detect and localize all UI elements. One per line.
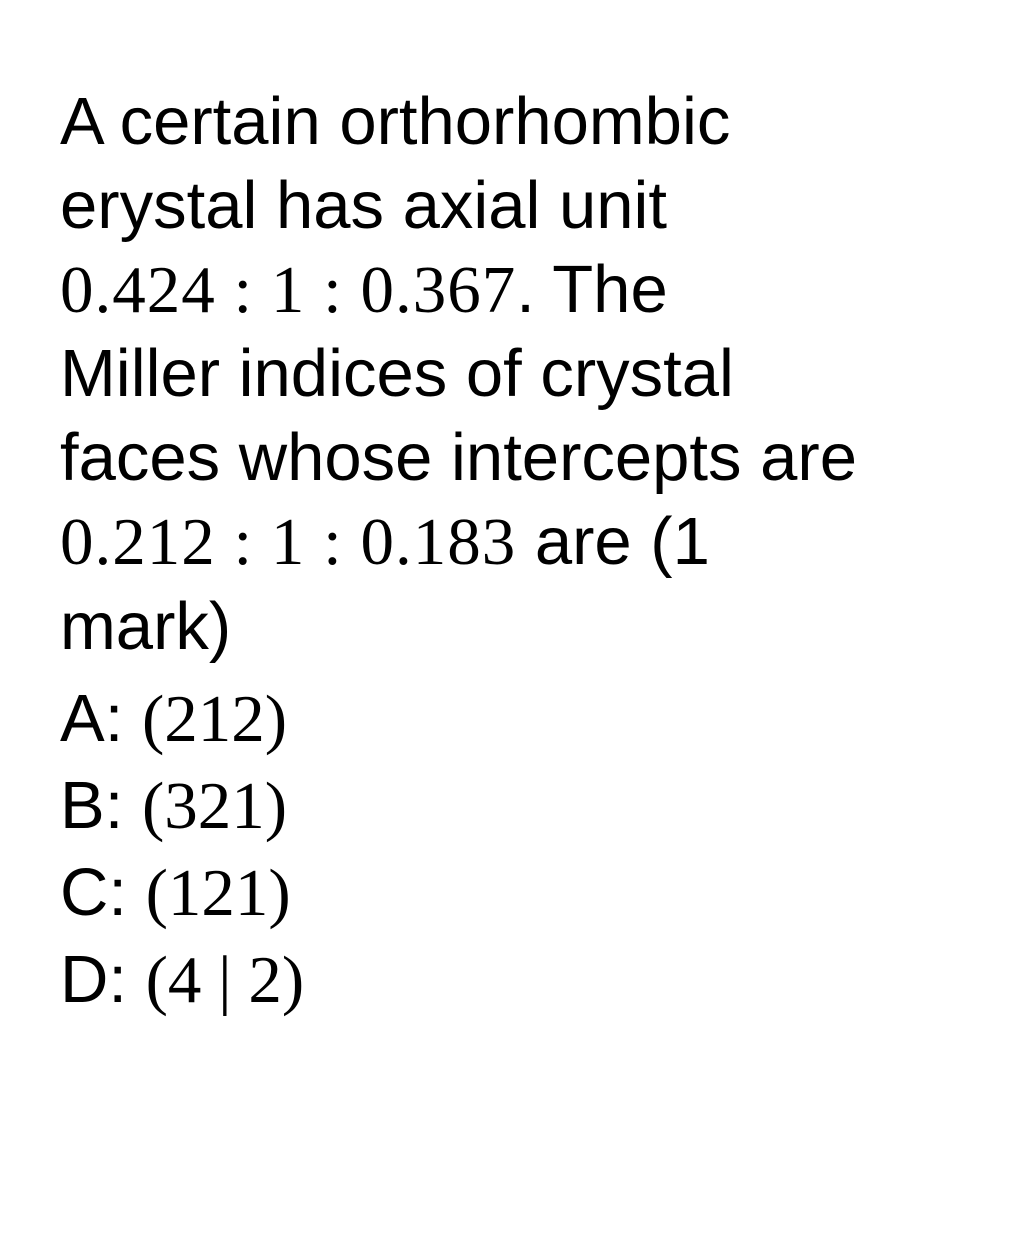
question-line-6-after: are (1 <box>516 504 710 579</box>
question-line-3-after: . The <box>516 252 667 327</box>
option-value: (321) <box>142 769 287 843</box>
option-value: (212) <box>142 682 287 756</box>
question-line-2: erystal has axial unit <box>60 168 667 243</box>
axial-ratio: 0.424 : 1 : 0.367 <box>60 253 516 327</box>
question-line-4: Miller indices of crystal <box>60 336 734 411</box>
option-a: A: (212) <box>60 676 974 763</box>
intercept-ratio: 0.212 : 1 : 0.183 <box>60 505 516 579</box>
option-c: C: (121) <box>60 850 974 937</box>
option-label: D: <box>60 942 127 1017</box>
question-line-5: faces whose intercepts are <box>60 420 857 495</box>
option-label: A: <box>60 681 123 756</box>
option-value: (121) <box>146 856 291 930</box>
option-label: B: <box>60 768 123 843</box>
question-line-7: mark) <box>60 589 231 664</box>
question-body: A certain orthorhombic erystal has axial… <box>60 80 974 668</box>
question-line-1: A certain orthorhombic <box>60 84 730 159</box>
option-value: (4 | 2) <box>146 943 305 1017</box>
options-list: A: (212) B: (321) C: (121) D: (4 | 2) <box>60 676 974 1023</box>
option-label: C: <box>60 855 127 930</box>
option-d: D: (4 | 2) <box>60 937 974 1024</box>
option-b: B: (321) <box>60 763 974 850</box>
